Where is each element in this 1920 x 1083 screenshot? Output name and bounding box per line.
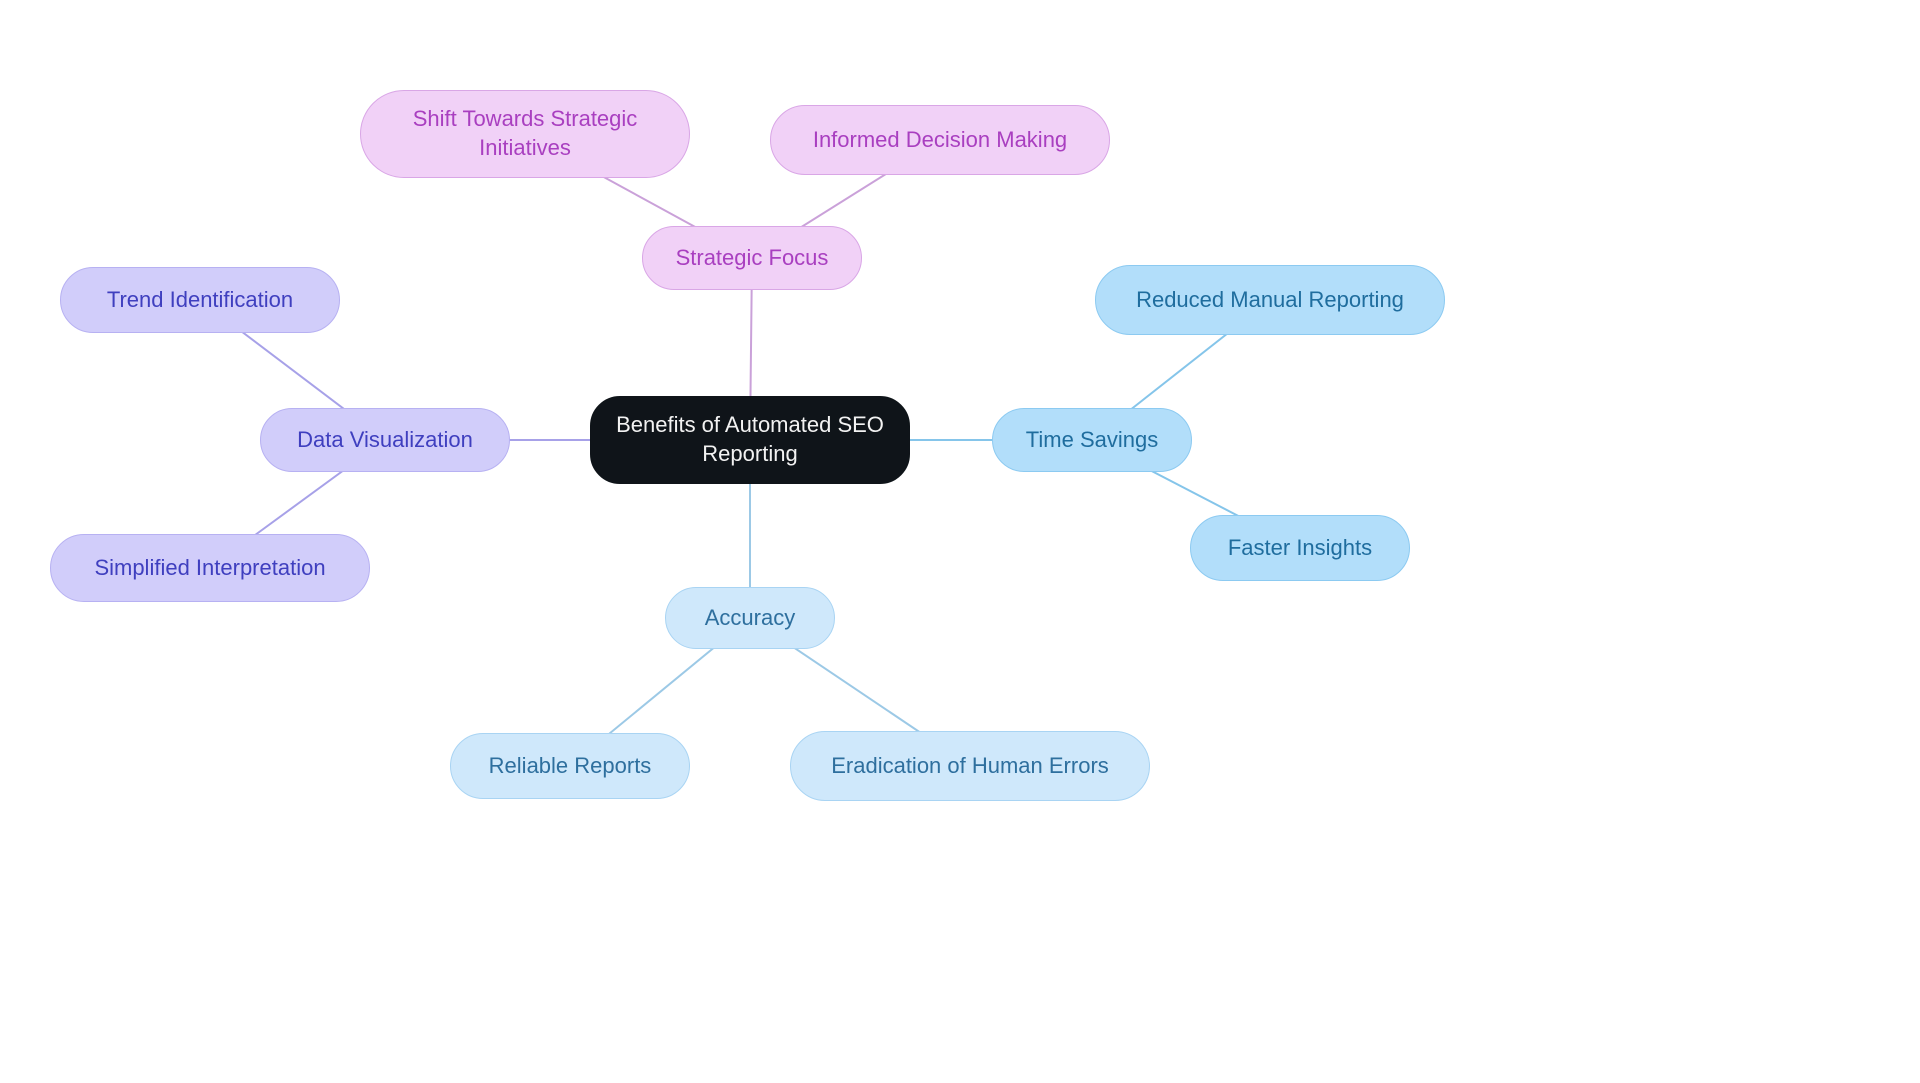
- node-label: Shift Towards Strategic Initiatives: [385, 105, 665, 162]
- node-label: Trend Identification: [107, 286, 293, 315]
- node-label: Strategic Focus: [676, 244, 829, 273]
- mindmap-canvas: Benefits of Automated SEO Reporting Strat…: [0, 0, 1920, 1083]
- node-reliable-reports: Reliable Reports: [450, 733, 690, 799]
- node-reduced-manual: Reduced Manual Reporting: [1095, 265, 1445, 335]
- node-label: Eradication of Human Errors: [831, 752, 1109, 781]
- node-faster-insights: Faster Insights: [1190, 515, 1410, 581]
- node-eradication-errors: Eradication of Human Errors: [790, 731, 1150, 801]
- node-center: Benefits of Automated SEO Reporting: [590, 396, 910, 484]
- node-time-savings: Time Savings: [992, 408, 1192, 472]
- node-label: Accuracy: [705, 604, 795, 633]
- node-data-viz: Data Visualization: [260, 408, 510, 472]
- node-label: Informed Decision Making: [813, 126, 1067, 155]
- node-label: Time Savings: [1026, 426, 1158, 455]
- node-informed-decision: Informed Decision Making: [770, 105, 1110, 175]
- node-trend-id: Trend Identification: [60, 267, 340, 333]
- node-label: Reduced Manual Reporting: [1136, 286, 1404, 315]
- node-label: Faster Insights: [1228, 534, 1372, 563]
- node-label: Simplified Interpretation: [94, 554, 325, 583]
- node-label: Benefits of Automated SEO Reporting: [615, 411, 885, 468]
- node-accuracy: Accuracy: [665, 587, 835, 649]
- node-strategic-focus: Strategic Focus: [642, 226, 862, 290]
- node-label: Data Visualization: [297, 426, 473, 455]
- node-shift-initiatives: Shift Towards Strategic Initiatives: [360, 90, 690, 178]
- node-simplified-interp: Simplified Interpretation: [50, 534, 370, 602]
- node-label: Reliable Reports: [489, 752, 652, 781]
